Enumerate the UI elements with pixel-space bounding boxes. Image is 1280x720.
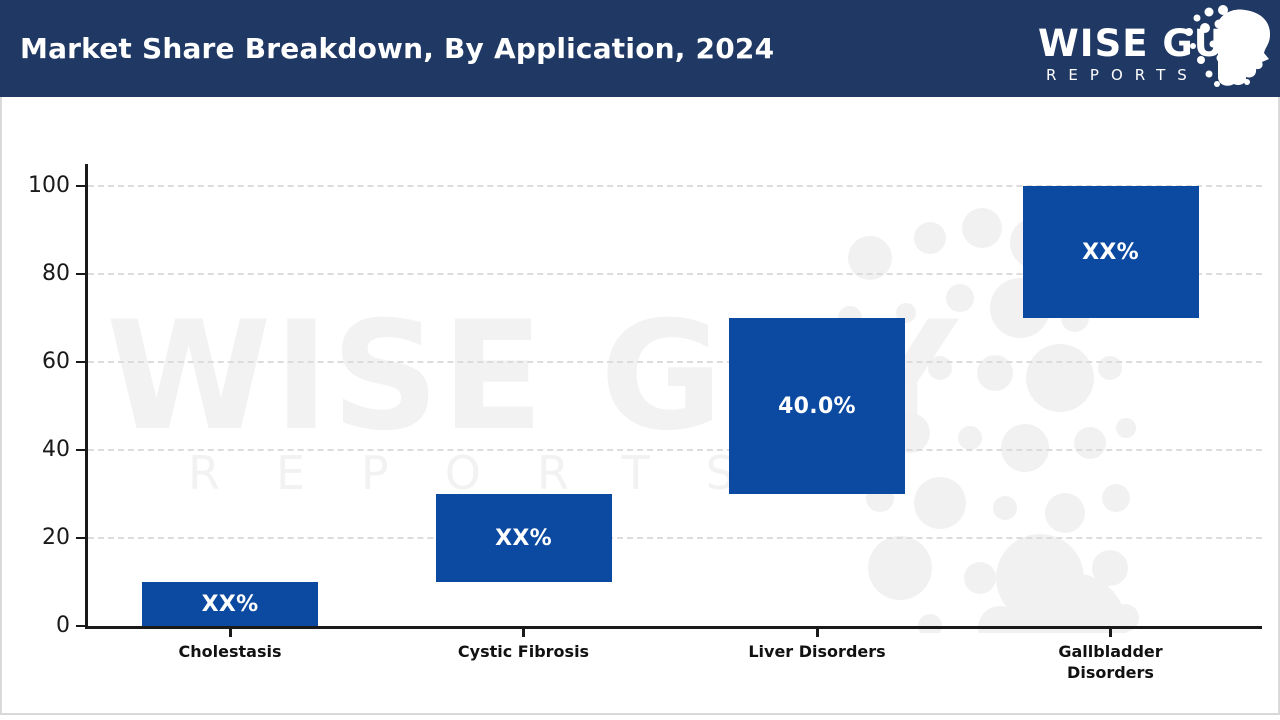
bar-value-label: XX% (1082, 239, 1139, 265)
y-tick (76, 185, 85, 187)
header-band: Market Share Breakdown, By Application, … (0, 0, 1280, 97)
y-tick-label: 0 (56, 613, 70, 638)
y-tick (76, 273, 85, 275)
x-tick (815, 629, 819, 637)
gridline (88, 273, 1262, 275)
y-tick (76, 537, 85, 539)
y-axis-spine (85, 164, 88, 629)
dotted-head-icon (1185, 5, 1271, 87)
bar-liver-disorders: 40.0% (729, 318, 905, 494)
y-tick (76, 449, 85, 451)
x-category-label: Liver Disorders (748, 642, 886, 661)
y-tick-label: 80 (42, 261, 70, 286)
x-tick (1109, 629, 1112, 637)
x-tick (522, 629, 525, 637)
gridline (88, 449, 1262, 451)
y-tick-label: 20 (42, 525, 70, 550)
bar-value-label: XX% (201, 591, 259, 617)
gridline (88, 537, 1262, 539)
x-axis-spine (85, 626, 1262, 629)
bar-cholestasis: XX% (142, 582, 318, 626)
x-category-label: Cholestasis (178, 642, 282, 661)
page-title: Market Share Breakdown, By Application, … (20, 32, 775, 65)
logo-subtext: REPORTS (1046, 66, 1199, 84)
y-tick-label: 60 (42, 349, 70, 374)
gridline (88, 361, 1262, 363)
x-tick (228, 629, 232, 637)
y-tick-label: 100 (28, 173, 70, 198)
bar-cystic-fibrosis: XX% (435, 494, 612, 582)
bar-value-label: 40.0% (778, 393, 856, 419)
x-category-label: Gallbladder Disorders (1058, 642, 1163, 682)
x-category-label: Cystic Fibrosis (457, 642, 590, 661)
y-tick (76, 361, 85, 363)
gridline (88, 185, 1262, 187)
watermark-subtext: REPORTS (188, 446, 791, 500)
y-tick (76, 625, 85, 627)
bar-gallbladder-disorders: XX% (1022, 186, 1199, 318)
bar-value-label: XX% (495, 525, 552, 551)
y-tick-label: 40 (42, 437, 70, 462)
